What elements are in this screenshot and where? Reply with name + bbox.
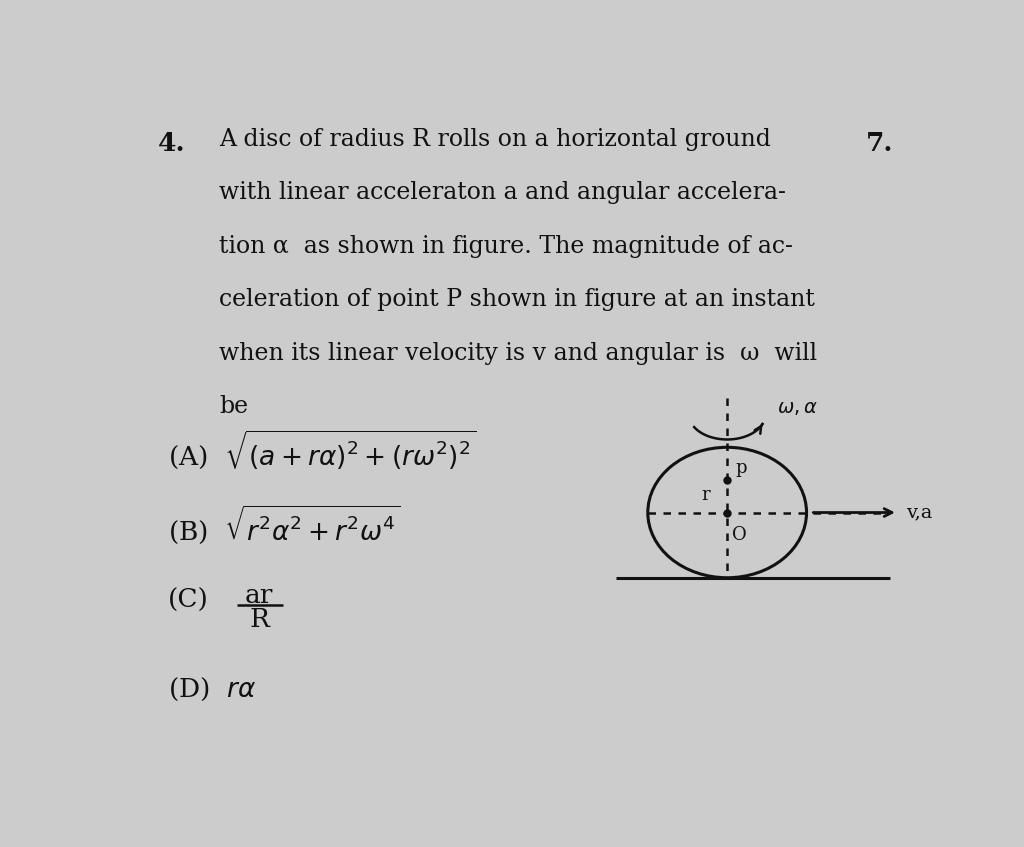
- Text: $\omega, \alpha$: $\omega, \alpha$: [777, 399, 818, 418]
- Text: R: R: [249, 607, 269, 632]
- Text: celeration of point P shown in figure at an instant: celeration of point P shown in figure at…: [219, 288, 815, 311]
- Text: A disc of radius R rolls on a horizontal ground: A disc of radius R rolls on a horizontal…: [219, 128, 771, 151]
- Text: r: r: [701, 486, 710, 504]
- Text: tion α  as shown in figure. The magnitude of ac-: tion α as shown in figure. The magnitude…: [219, 235, 794, 257]
- Text: 4.: 4.: [158, 131, 185, 156]
- Text: v,a: v,a: [905, 503, 932, 522]
- Text: p: p: [735, 459, 746, 478]
- Text: when its linear velocity is v and angular is  ω  will: when its linear velocity is v and angula…: [219, 341, 817, 365]
- Text: ar: ar: [245, 583, 273, 608]
- Text: (A)  $\sqrt{\left(a + r\alpha\right)^{2} + \left(r\omega^{2}\right)^{2}}$: (A) $\sqrt{\left(a + r\alpha\right)^{2} …: [168, 428, 476, 470]
- Text: (D)  $r\alpha$: (D) $r\alpha$: [168, 676, 256, 703]
- Text: O: O: [732, 525, 746, 544]
- Text: with linear acceleraton a and angular accelera-: with linear acceleraton a and angular ac…: [219, 181, 786, 204]
- Text: be: be: [219, 395, 249, 418]
- Text: (B)  $\sqrt{r^{2}\alpha^{2} + r^{2}\omega^{4}}$: (B) $\sqrt{r^{2}\alpha^{2} + r^{2}\omega…: [168, 503, 400, 545]
- Text: 7.: 7.: [866, 131, 894, 156]
- Text: (C): (C): [168, 588, 209, 612]
